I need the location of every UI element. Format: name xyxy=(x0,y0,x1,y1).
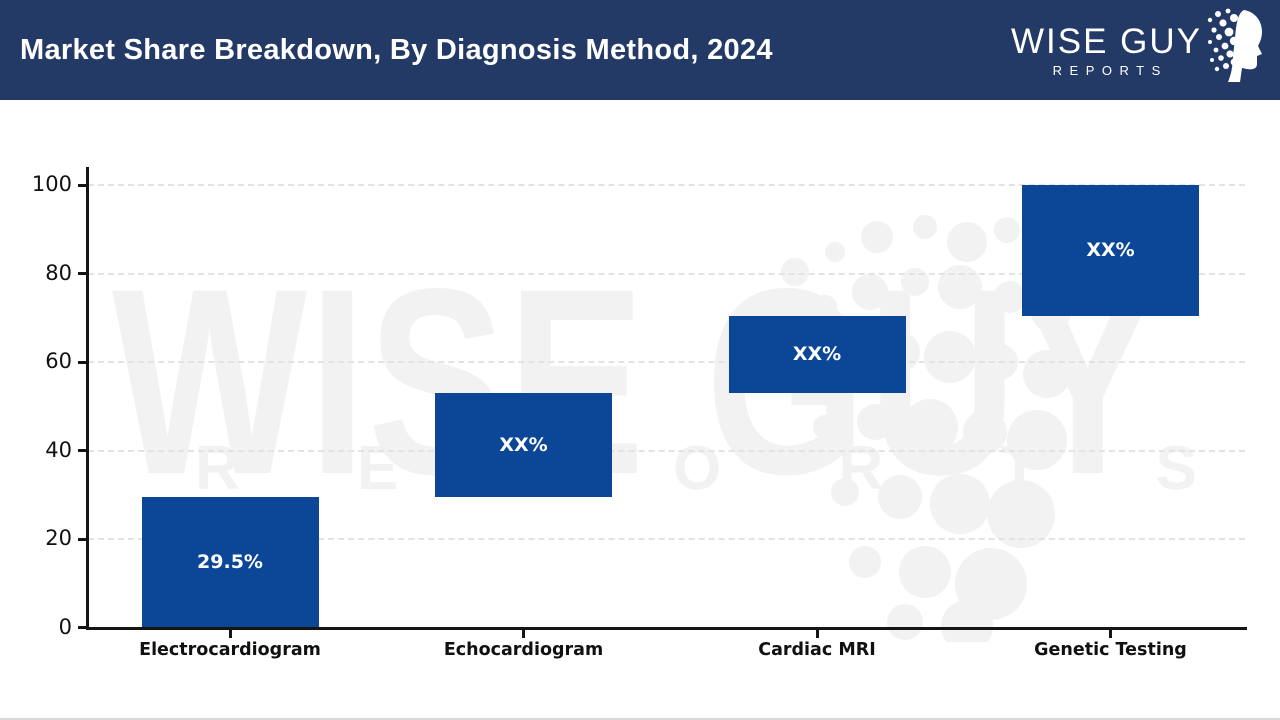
x-axis-line xyxy=(86,627,1247,630)
x-category-label-electrocardiogram: Electrocardiogram xyxy=(139,640,321,660)
bar-value-label-genetic-testing: XX% xyxy=(1086,239,1135,262)
page-title: Market Share Breakdown, By Diagnosis Met… xyxy=(20,33,773,66)
bar-cardiac-mri: XX% xyxy=(728,315,906,393)
bar-value-label-echocardiogram: XX% xyxy=(499,433,548,456)
header-bar: Market Share Breakdown, By Diagnosis Met… xyxy=(0,0,1280,100)
y-tick-label: 40 xyxy=(45,437,72,462)
bar-echocardiogram: XX% xyxy=(435,392,612,497)
y-tick-mark xyxy=(78,360,87,364)
gridline-40 xyxy=(88,449,1245,452)
y-tick-label: 60 xyxy=(45,349,72,373)
gridline-60 xyxy=(88,361,1245,363)
brand-name-top: WISE GUY xyxy=(1010,21,1202,61)
brand-name-bottom: REPORTS xyxy=(1052,62,1168,78)
bottom-border xyxy=(0,718,1280,720)
x-category-label-echocardiogram: Echocardiogram xyxy=(443,640,604,660)
gridline-20 xyxy=(88,538,1245,540)
x-category-label-cardiac-mri: Cardiac MRI xyxy=(758,640,876,660)
bar-value-label-cardiac-mri: XX% xyxy=(792,343,842,366)
x-tick-mark xyxy=(815,630,819,638)
y-tick-label: 80 xyxy=(45,260,72,285)
brand-face-icon xyxy=(1204,6,1266,94)
y-tick-mark xyxy=(78,626,87,629)
brand-wordmark: WISE GUY REPORTS xyxy=(1011,24,1202,77)
y-tick-label: 0 xyxy=(58,614,72,639)
y-tick-mark xyxy=(78,537,87,541)
bar-value-label-electrocardiogram: 29.5% xyxy=(197,551,263,574)
gridline-100 xyxy=(88,184,1245,186)
x-tick-mark xyxy=(1109,630,1112,638)
x-tick-mark xyxy=(522,630,525,638)
brand-logo: WISE GUY REPORTS xyxy=(1011,6,1266,94)
y-axis-line xyxy=(86,167,89,630)
y-tick-mark xyxy=(78,183,87,187)
y-tick-label: 20 xyxy=(45,526,72,550)
watermark-reports-text: R E P O R T S xyxy=(195,434,1247,503)
watermark-wordmark: WISE GUY xyxy=(112,234,1159,530)
y-tick-mark xyxy=(78,272,87,275)
x-tick-mark xyxy=(228,630,232,638)
y-tick-mark xyxy=(78,449,87,452)
gridline-80 xyxy=(88,272,1245,275)
bar-electrocardiogram: 29.5% xyxy=(141,496,319,628)
bar-genetic-testing: XX% xyxy=(1022,185,1199,316)
y-tick-label: 100 xyxy=(31,172,72,196)
x-category-label-genetic-testing: Genetic Testing xyxy=(1034,640,1187,660)
